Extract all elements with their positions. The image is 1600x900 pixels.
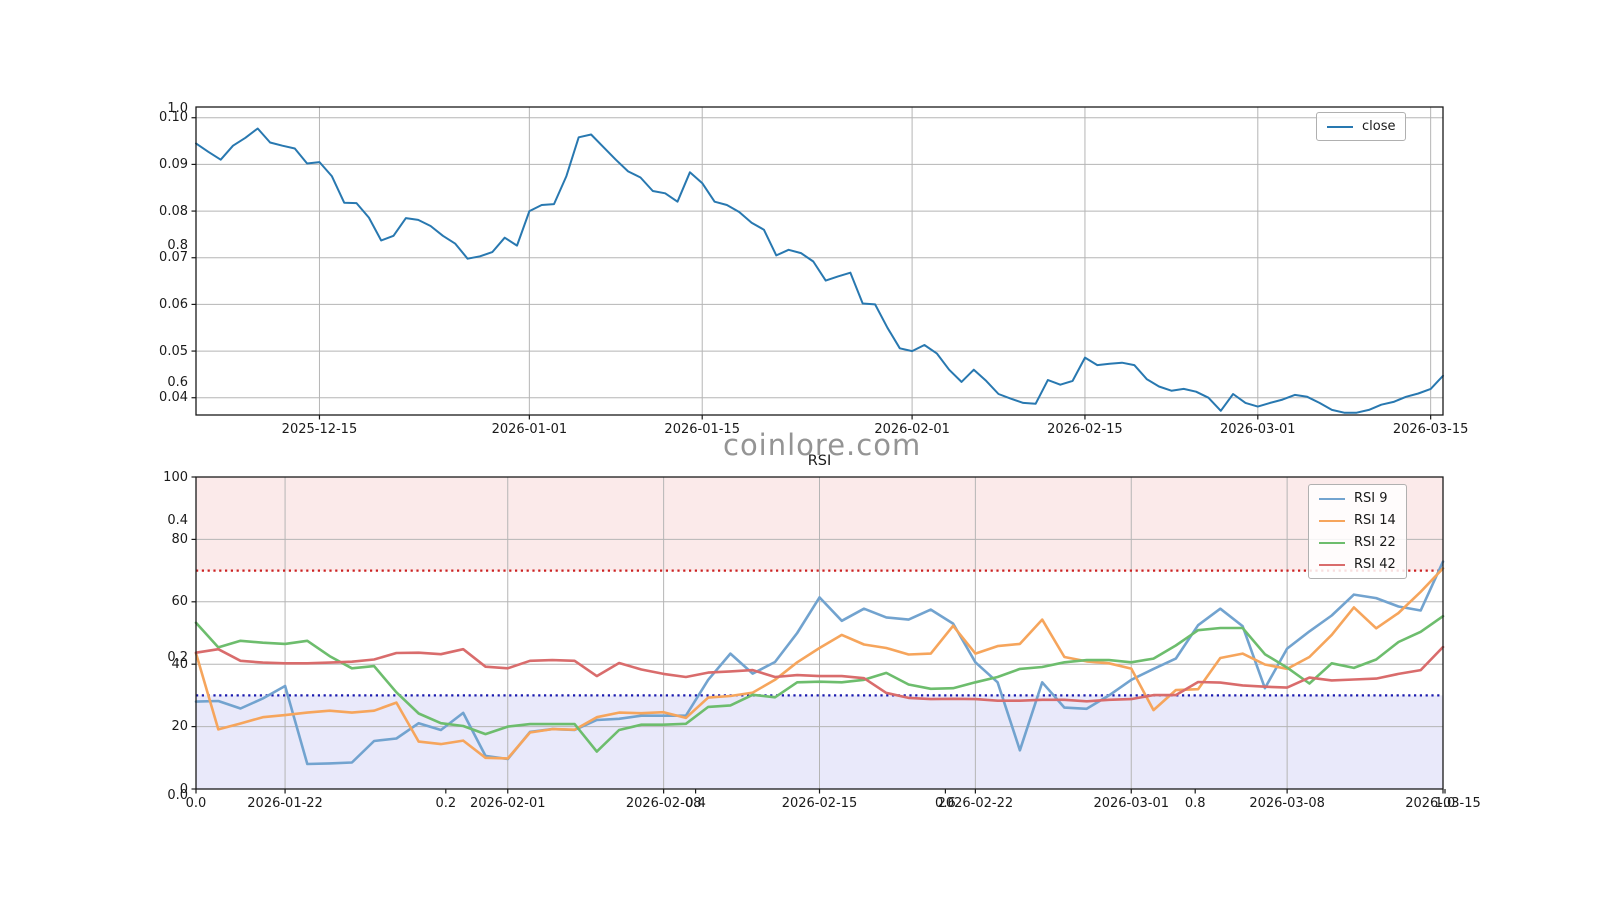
x-tick-label: 2026-02-15 (781, 796, 858, 811)
y-tick-label: 0 (179, 781, 188, 797)
price-chart (191, 106, 1444, 420)
x-tick-label: 2026-01-01 (491, 422, 568, 437)
legend-row: RSI 42 (1319, 556, 1396, 573)
y-tick-label: 0.05 (159, 343, 188, 359)
rsi-chart (191, 476, 1446, 794)
overlay-y-tick-label: 0.2 (167, 650, 188, 666)
legend-label: RSI 14 (1354, 513, 1396, 528)
x-tick-label: 2026-02-01 (469, 796, 546, 811)
legend-row: RSI 22 (1319, 534, 1396, 551)
y-tick-label: 0.06 (159, 296, 188, 312)
close-line-swatch (1327, 125, 1353, 128)
y-tick-label: 0.08 (159, 203, 188, 219)
y-tick-label: 0.07 (159, 250, 188, 266)
y-tick-label: 100 (163, 469, 188, 485)
x-tick-label: 2026-02-22 (937, 796, 1014, 811)
rsi-legend: RSI 9 RSI 14 RSI 22 RSI 42 (1308, 484, 1407, 579)
price-legend: close (1316, 112, 1407, 141)
y-tick-label: 60 (171, 594, 188, 610)
overlay-y-tick-label: 0.0 (167, 787, 188, 803)
y-tick-label: 40 (171, 656, 188, 672)
overlay-x-tick-label: 0.0 (185, 796, 207, 811)
x-tick-label: 2026-03-15 (1392, 422, 1469, 437)
x-tick-label: 2026-01-22 (247, 796, 323, 811)
x-tick-label: 2026-03-15 (1405, 796, 1481, 811)
overlay-x-tick-label: 1.0 (1434, 796, 1456, 811)
x-tick-label: 2026-02-01 (874, 422, 950, 437)
x-tick-label: 2026-03-01 (1220, 422, 1296, 437)
x-tick-label: 2026-02-15 (1047, 422, 1123, 437)
y-tick-label: 0.09 (159, 156, 188, 172)
x-tick-label: 2026-03-01 (1093, 796, 1170, 811)
rsi42-line-swatch (1319, 563, 1345, 566)
overlay-x-tick-label: 0.6 (935, 796, 956, 811)
x-tick-label: 2026-02-08 (625, 796, 702, 811)
y-tick-label: 0.04 (159, 390, 188, 406)
legend-label: RSI 22 (1354, 535, 1396, 550)
y-tick-label: 0.10 (159, 110, 188, 126)
overlay-x-tick-label: 0.4 (685, 796, 706, 811)
overlay-y-tick-label: 0.6 (167, 375, 188, 391)
overlay-y-tick-label: 0.8 (167, 237, 188, 253)
x-tick-label: 2025-12-15 (281, 422, 358, 437)
legend-row: close (1327, 118, 1395, 135)
overlay-x-tick-label: 0.2 (435, 796, 457, 811)
x-tick-label: 2026-03-08 (1249, 796, 1325, 811)
y-tick-label: 80 (171, 531, 188, 547)
overlay-y-tick-label: 0.4 (167, 512, 188, 528)
rsi14-line-swatch (1319, 519, 1345, 522)
legend-label: RSI 9 (1354, 491, 1388, 506)
watermark: coinlore.com (723, 428, 922, 462)
rsi9-line-swatch (1319, 497, 1345, 500)
overlay-x-tick-label: 0.8 (1184, 796, 1206, 811)
y-tick-label: 20 (171, 719, 188, 735)
legend-label: RSI 42 (1354, 557, 1396, 572)
x-tick-label: 2026-01-15 (664, 422, 740, 437)
legend-row: RSI 9 (1319, 490, 1396, 507)
rsi22-line-swatch (1319, 541, 1345, 544)
legend-label: close (1362, 119, 1396, 134)
legend-row: RSI 14 (1319, 512, 1396, 529)
rsi-chart-title: RSI (807, 453, 832, 469)
overlay-y-tick-label: 1.0 (167, 100, 188, 116)
